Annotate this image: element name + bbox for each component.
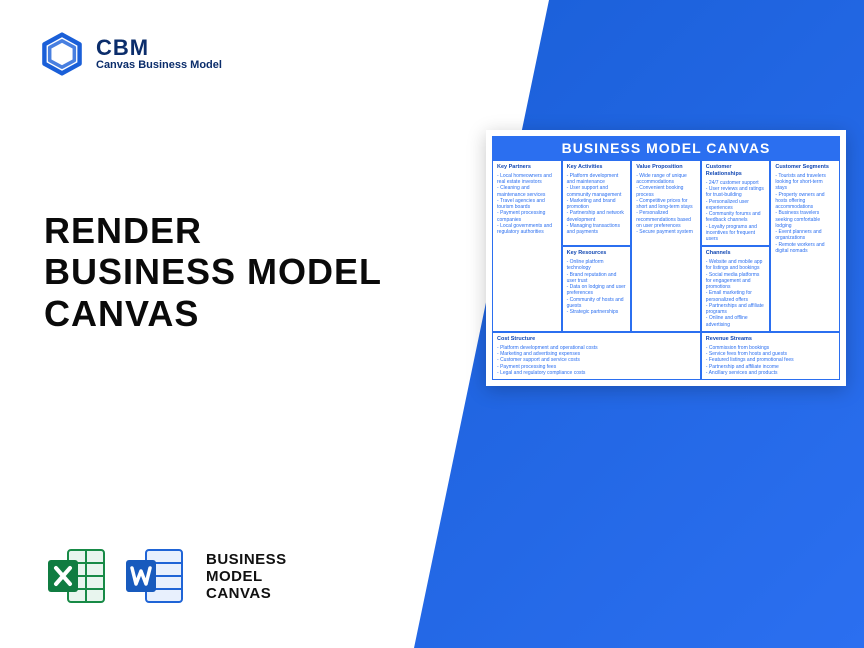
list-item: Payment processing companies [497, 210, 557, 223]
file-formats-label: BUSINESS MODEL CANVAS [206, 551, 287, 602]
list-item: Managing transactions and payments [567, 223, 627, 236]
list-item: Competitive prices for short and long-te… [636, 198, 696, 211]
headline-line: BUSINESS MODEL [44, 251, 382, 292]
brand-name: Canvas Business Model [96, 59, 222, 71]
list-item: Wide range of unique accommodations [636, 173, 696, 186]
headline-line: RENDER [44, 210, 382, 251]
list-item: Property owners and hosts offering accom… [775, 192, 835, 211]
list-item: Ancillary services and products [706, 370, 835, 376]
page-title: RENDER BUSINESS MODEL CANVAS [44, 210, 382, 334]
section-customer-relationships: Customer Relationships24/7 customer supp… [701, 160, 771, 246]
brand-logo: CBM Canvas Business Model [40, 32, 222, 76]
canvas-preview: BUSINESS MODEL CANVAS Key PartnersLocal … [486, 130, 846, 386]
list-item: Strategic partnerships [567, 309, 627, 315]
list-item: Personalized user experiences [706, 199, 766, 212]
section-value-proposition: Value PropositionWide range of unique ac… [631, 160, 701, 332]
list-item: Business travelers seeking comfortable l… [775, 210, 835, 229]
list-item: Personalized recommendations based on us… [636, 210, 696, 229]
list-item: Local homeowners and real estate investo… [497, 173, 557, 186]
list-item: Remote workers and digital nomads [775, 242, 835, 255]
list-item: User support and community management [567, 185, 627, 198]
file-formats: BUSINESS MODEL CANVAS [44, 544, 287, 608]
list-item: User reviews and ratings for trust-build… [706, 186, 766, 199]
list-item: Platform development and maintenance [567, 173, 627, 186]
list-item: Online platform technology [567, 259, 627, 272]
canvas-title: BUSINESS MODEL CANVAS [492, 136, 840, 160]
brand-abbr: CBM [96, 37, 222, 59]
section-key-resources: Key ResourcesOnline platform technologyB… [562, 246, 632, 332]
list-item: Event planners and organizations [775, 229, 835, 242]
list-item: Community of hosts and guests [567, 297, 627, 310]
list-item: Community forums and feedback channels [706, 211, 766, 224]
headline-line: CANVAS [44, 293, 382, 334]
section-revenue-streams: Revenue StreamsCommission from bookingsS… [701, 332, 840, 380]
excel-icon [44, 544, 108, 608]
list-item: Email marketing for personalized offers [706, 290, 766, 303]
list-item: Partnership and network development [567, 210, 627, 223]
list-item: Social media platforms for engagement an… [706, 272, 766, 291]
section-cost-structure: Cost StructurePlatform development and o… [492, 332, 701, 380]
list-item: Convenient booking process [636, 185, 696, 198]
section-key-partners: Key PartnersLocal homeowners and real es… [492, 160, 562, 332]
section-channels: ChannelsWebsite and mobile app for listi… [701, 246, 771, 332]
list-item: Cleaning and maintenance services [497, 185, 557, 198]
list-item: Website and mobile app for listings and … [706, 259, 766, 272]
list-item: Marketing and brand promotion [567, 198, 627, 211]
list-item: Brand reputation and user trust [567, 272, 627, 285]
section-customer-segments: Customer SegmentsTourists and travelers … [770, 160, 840, 332]
list-item: Tourists and travelers looking for short… [775, 173, 835, 192]
section-key-activities: Key ActivitiesPlatform development and m… [562, 160, 632, 246]
list-item: Partnerships and affiliate programs [706, 303, 766, 316]
list-item: Travel agencies and tourism boards [497, 198, 557, 211]
list-item: Loyalty programs and incentives for freq… [706, 224, 766, 243]
canvas-grid: Key PartnersLocal homeowners and real es… [492, 160, 840, 380]
hexagon-icon [40, 32, 84, 76]
list-item: Secure payment system [636, 229, 696, 235]
list-item: Data on lodging and user preferences [567, 284, 627, 297]
word-icon [122, 544, 186, 608]
list-item: Online and offline advertising [706, 315, 766, 328]
list-item: Local governments and regulatory authori… [497, 223, 557, 236]
list-item: Legal and regulatory compliance costs [497, 370, 696, 376]
